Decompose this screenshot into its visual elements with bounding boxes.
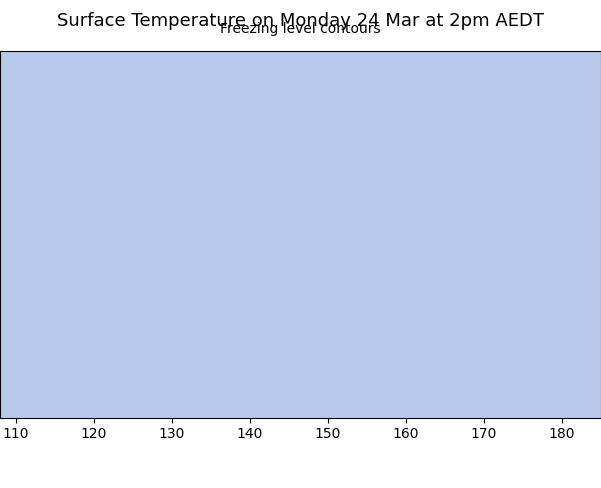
Text: Freezing level contours: Freezing level contours [220, 22, 381, 36]
Text: Surface Temperature on Monday 24 Mar at 2pm AEDT: Surface Temperature on Monday 24 Mar at … [57, 12, 544, 30]
